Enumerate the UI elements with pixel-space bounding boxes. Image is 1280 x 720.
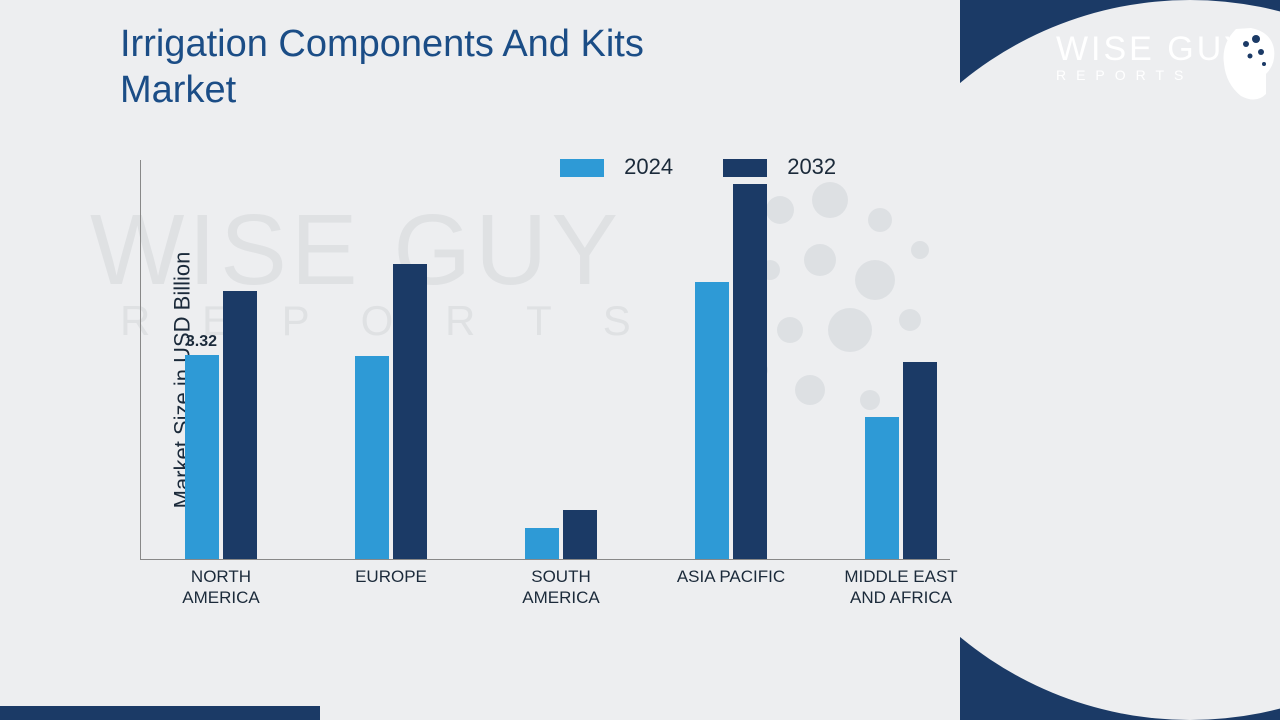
category-label: EUROPE [331, 566, 451, 587]
bottom-accent-strip [0, 706, 320, 720]
bar-2024 [185, 355, 219, 559]
bar-2024 [355, 356, 389, 559]
category-label: SOUTH AMERICA [501, 566, 621, 609]
category-label: ASIA PACIFIC [671, 566, 791, 587]
bar-2032 [733, 184, 767, 559]
bar-2024 [865, 417, 899, 559]
category-label: NORTH AMERICA [161, 566, 281, 609]
logo-line2: REPORTS [1056, 67, 1250, 83]
bar-2032 [903, 362, 937, 559]
bar-2032 [393, 264, 427, 559]
logo-line1: WISE GUY [1056, 30, 1250, 69]
page-root: WISE GUY REPORTS Irrigation Components A… [0, 0, 1280, 720]
bar-value-label: 3.32 [167, 333, 217, 351]
brand-logo: WISE GUY REPORTS [1056, 30, 1250, 83]
chart-area: Market Size in USD Billion 2024 2032 3.3… [90, 160, 950, 600]
bar-2032 [563, 510, 597, 559]
category-label: MIDDLE EAST AND AFRICA [841, 566, 961, 609]
plot-region: 3.32NORTH AMERICAEUROPESOUTH AMERICAASIA… [140, 160, 950, 560]
bar-2024 [525, 528, 559, 559]
bar-2024 [695, 282, 729, 559]
bar-2032 [223, 291, 257, 559]
chart-title: Irrigation Components And Kits Market [120, 22, 740, 113]
